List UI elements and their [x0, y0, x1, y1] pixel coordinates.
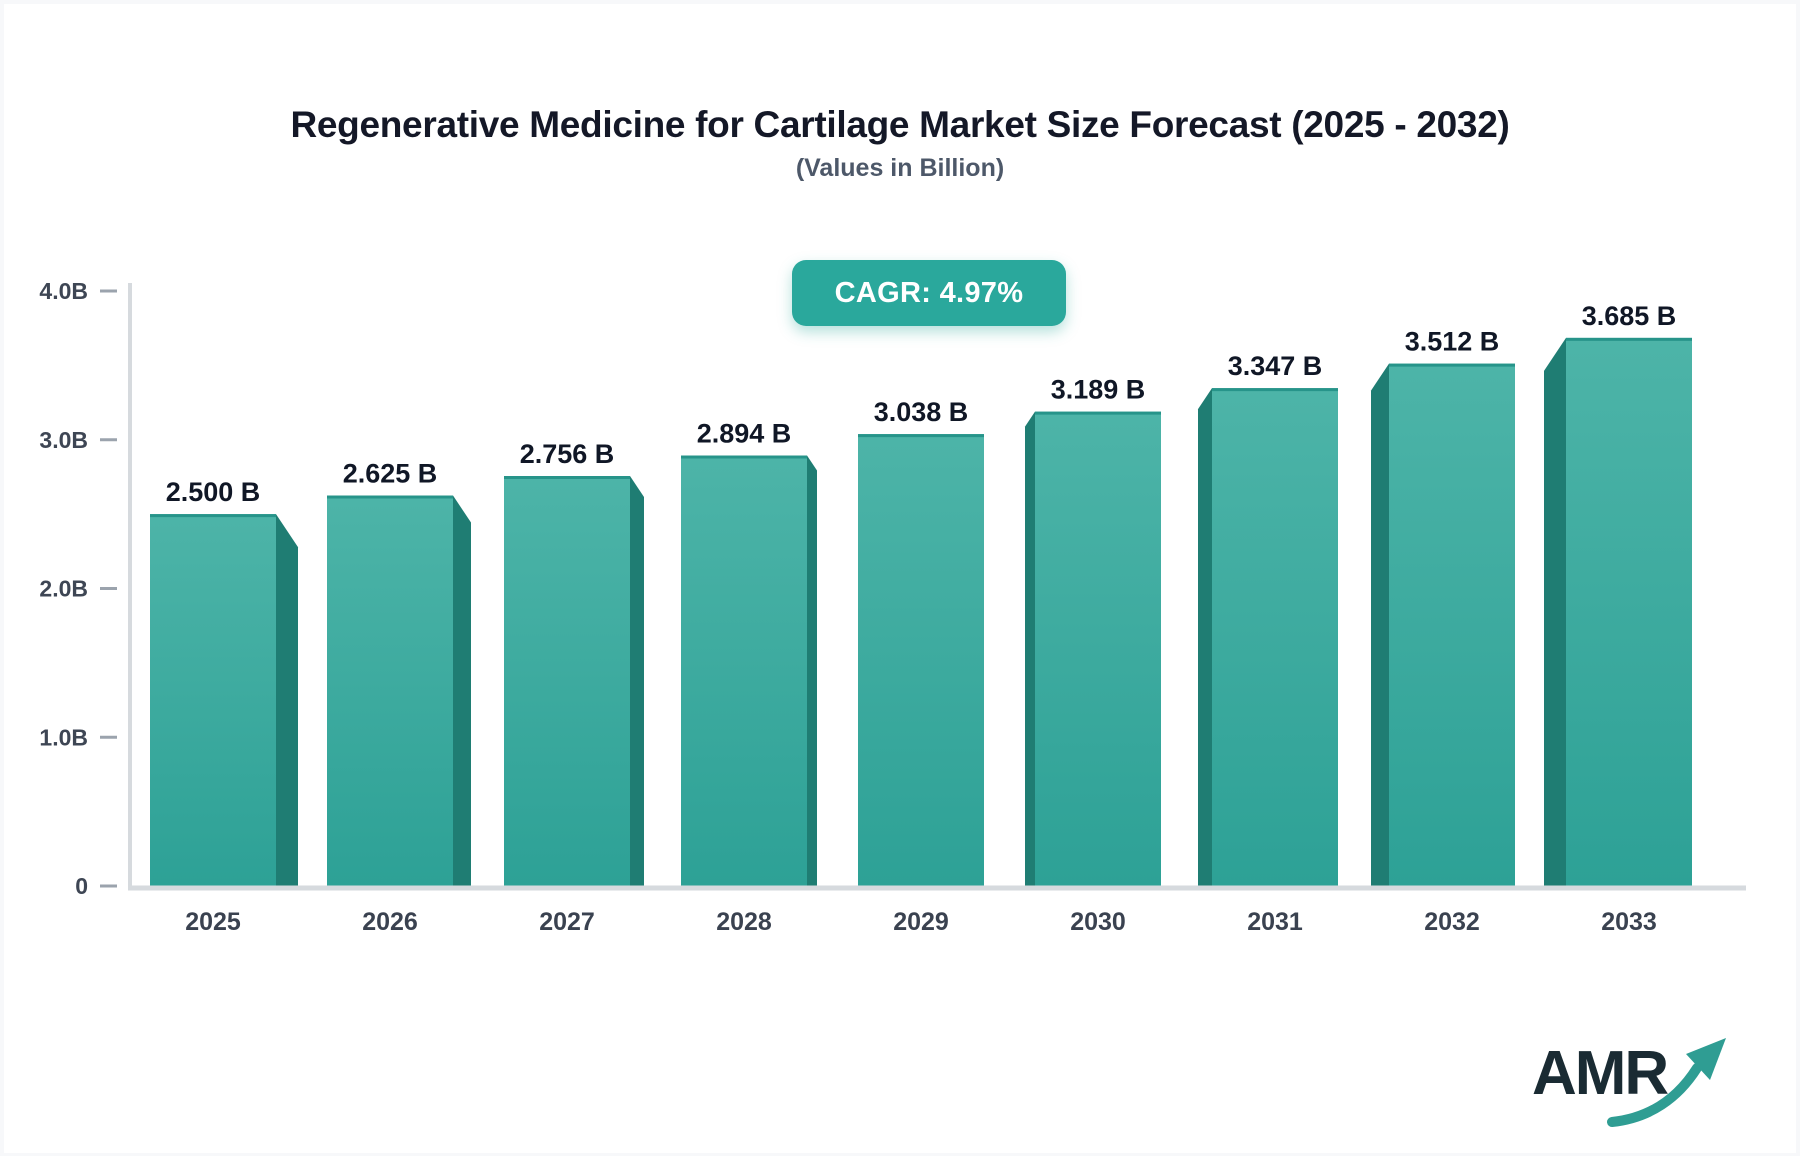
bar [1212, 388, 1338, 886]
bar-side-face [1198, 388, 1212, 886]
bar-side-face [1371, 363, 1389, 887]
x-axis-label: 2029 [893, 908, 949, 936]
bar-side-face [630, 476, 644, 886]
bar-value-label: 3.347 B [1228, 351, 1323, 381]
y-tick-label: 1.0B [39, 724, 88, 750]
growth-arrow-icon [1607, 1038, 1726, 1127]
x-axis-label: 2028 [716, 908, 772, 936]
chart-title: Regenerative Medicine for Cartilage Mark… [290, 104, 1510, 145]
cagr-badge: CAGR: 4.97% [792, 260, 1066, 326]
bar [1566, 337, 1692, 886]
bar-side-face [807, 455, 817, 886]
market-forecast-bar-chart: 0 1.0B 2.0B 3.0B 4.0B 2.500 B 2025 2.625 B 2026 2… [39, 278, 1746, 936]
bar-side-face [1544, 337, 1566, 886]
x-axis-label: 2031 [1247, 908, 1303, 936]
chart-subtitle: (Values in Billion) [795, 154, 1005, 182]
bar-value-label: 3.189 B [1051, 375, 1146, 405]
bar-value-label: 3.512 B [1405, 327, 1500, 357]
y-tick-label: 2.0B [39, 576, 88, 602]
x-axis-label: 2032 [1424, 908, 1480, 936]
cagr-badge-label: CAGR: 4.97% [834, 276, 1024, 309]
bar-value-label: 2.756 B [520, 439, 615, 469]
bar [150, 514, 276, 886]
bar-value-label: 3.685 B [1582, 301, 1677, 331]
bar [504, 476, 630, 886]
bar-value-label: 2.894 B [697, 419, 792, 449]
x-axis-label: 2033 [1601, 908, 1657, 936]
bar-side-face [276, 514, 298, 886]
bar-side-face [1025, 411, 1035, 886]
bar [858, 434, 984, 886]
x-axis-label: 2027 [539, 908, 595, 936]
y-tick-label: 4.0B [39, 278, 88, 304]
bar [1389, 363, 1515, 887]
x-axis-label: 2026 [362, 908, 418, 936]
bar-side-face [453, 495, 471, 886]
bar [327, 495, 453, 886]
amr-logo: AMR [1524, 1034, 1734, 1127]
bar-value-label: 2.625 B [343, 459, 438, 489]
x-axis-label: 2025 [185, 908, 241, 936]
bar [681, 455, 807, 886]
amr-logo-text: AMR [1532, 1039, 1669, 1108]
y-tick-label: 0 [75, 873, 88, 899]
x-axis-label: 2030 [1070, 908, 1126, 936]
chart-card: Regenerative Medicine for Cartilage Mark… [4, 4, 1796, 1153]
y-tick-label: 3.0B [39, 427, 88, 453]
bar-value-label: 3.038 B [874, 397, 969, 427]
bar-value-label: 2.500 B [166, 477, 261, 507]
bar [1035, 411, 1161, 886]
